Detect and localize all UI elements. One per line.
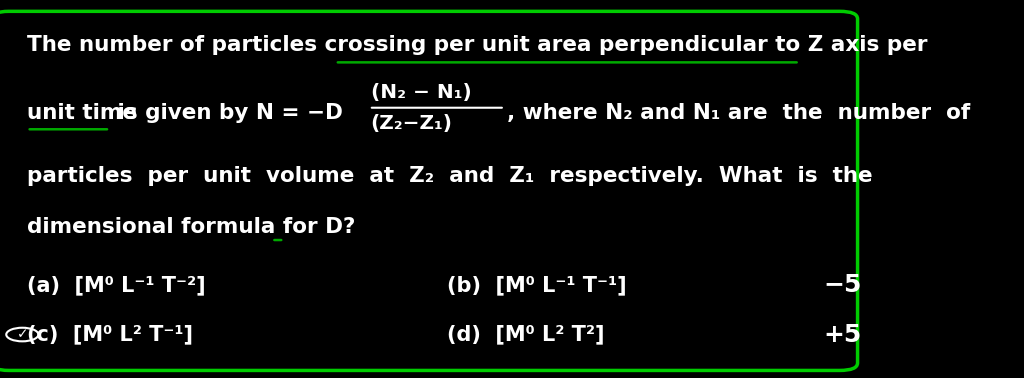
Text: (Z₂−Z₁): (Z₂−Z₁): [371, 115, 453, 133]
Text: is given by N = −D: is given by N = −D: [110, 104, 343, 123]
Text: (a)  [M⁰ L⁻¹ T⁻²]: (a) [M⁰ L⁻¹ T⁻²]: [27, 276, 206, 295]
Text: dimensional formula for D?: dimensional formula for D?: [27, 217, 355, 237]
Text: The number of particles crossing per unit area perpendicular to Z axis per: The number of particles crossing per uni…: [27, 36, 928, 55]
Text: (N₂ − N₁): (N₂ − N₁): [371, 83, 471, 102]
Text: particles  per  unit  volume  at  Z₂  and  Z₁  respectively.  What  is  the: particles per unit volume at Z₂ and Z₁ r…: [27, 166, 872, 186]
Text: (b)  [M⁰ L⁻¹ T⁻¹]: (b) [M⁰ L⁻¹ T⁻¹]: [446, 276, 627, 295]
Text: ✓: ✓: [16, 327, 28, 342]
Text: (c)  [M⁰ L² T⁻¹]: (c) [M⁰ L² T⁻¹]: [27, 325, 193, 344]
Text: −5: −5: [823, 273, 862, 297]
FancyBboxPatch shape: [0, 11, 857, 370]
Text: , where N₂ and N₁ are  the  number  of: , where N₂ and N₁ are the number of: [507, 104, 971, 123]
Text: +5: +5: [823, 322, 862, 347]
Text: (d)  [M⁰ L² T²]: (d) [M⁰ L² T²]: [446, 325, 604, 344]
Text: unit time: unit time: [27, 104, 137, 123]
